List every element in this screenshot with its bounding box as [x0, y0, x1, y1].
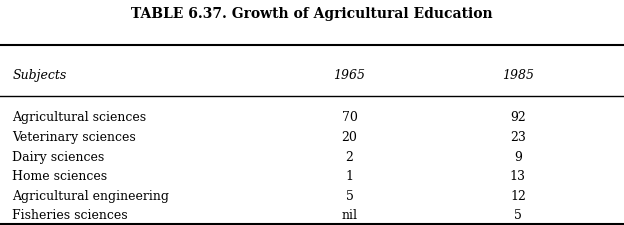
Text: Agricultural sciences: Agricultural sciences: [12, 111, 147, 124]
Text: 1965: 1965: [333, 69, 366, 82]
Text: 1: 1: [346, 170, 353, 183]
Text: 9: 9: [514, 151, 522, 164]
Text: 2: 2: [346, 151, 353, 164]
Text: 92: 92: [510, 111, 526, 124]
Text: 13: 13: [510, 170, 526, 183]
Text: Veterinary sciences: Veterinary sciences: [12, 131, 136, 144]
Text: 1985: 1985: [502, 69, 534, 82]
Text: 20: 20: [341, 131, 358, 144]
Text: Home sciences: Home sciences: [12, 170, 107, 183]
Text: Fisheries sciences: Fisheries sciences: [12, 209, 128, 222]
Text: 5: 5: [514, 209, 522, 222]
Text: 12: 12: [510, 190, 526, 203]
Text: Dairy sciences: Dairy sciences: [12, 151, 105, 164]
Text: 5: 5: [346, 190, 353, 203]
Text: 70: 70: [341, 111, 358, 124]
Text: Subjects: Subjects: [12, 69, 67, 82]
Text: 23: 23: [510, 131, 526, 144]
Text: nil: nil: [341, 209, 358, 222]
Text: TABLE 6.37. Growth of Agricultural Education: TABLE 6.37. Growth of Agricultural Educa…: [131, 7, 493, 21]
Text: Agricultural engineering: Agricultural engineering: [12, 190, 170, 203]
